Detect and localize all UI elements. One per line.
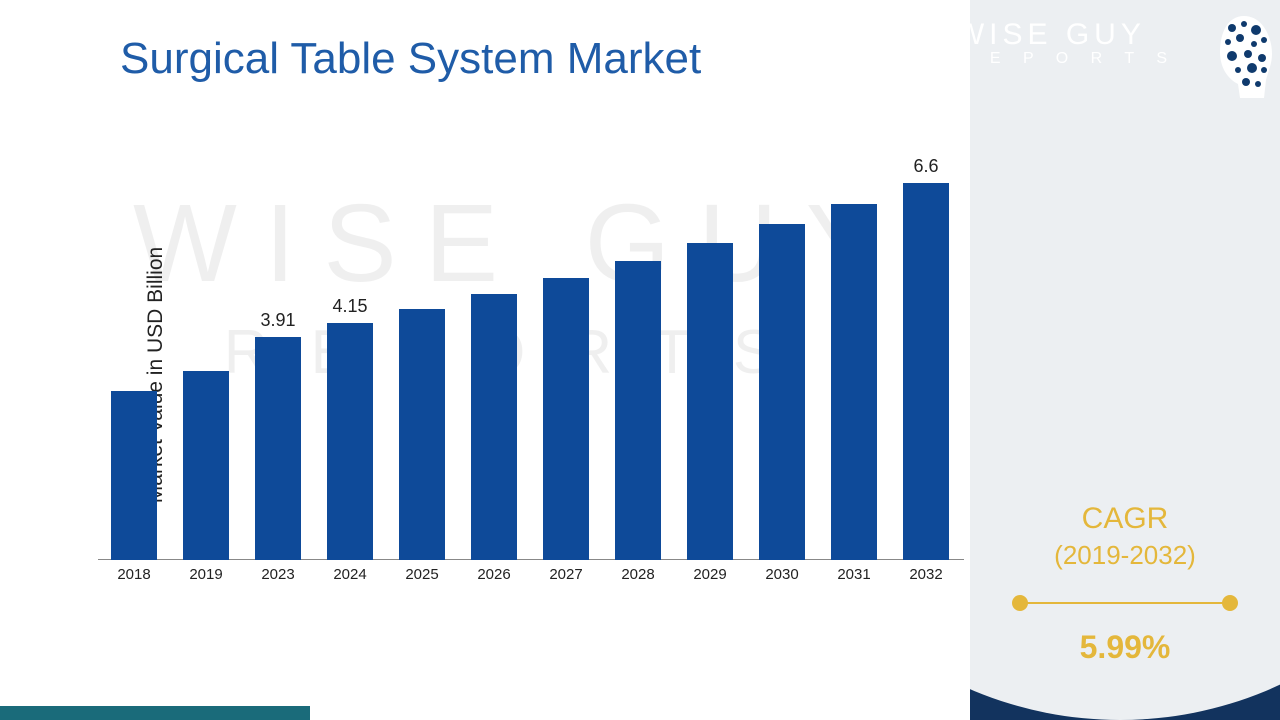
cagr-title: CAGR <box>970 502 1280 536</box>
x-labels: 2018 2019 2023 2024 2025 2026 2027 2028 2029 2030… <box>98 560 964 590</box>
cagr-value: 5.99% <box>970 629 1280 666</box>
bar-value-label: 3.91 <box>260 310 295 331</box>
logo-line-2: R E P O R T S <box>956 50 1176 68</box>
x-tick-label: 2028 <box>621 566 654 583</box>
bar <box>615 261 661 560</box>
bar <box>471 294 517 560</box>
x-tick-label: 2031 <box>837 566 870 583</box>
x-tick-label: 2025 <box>405 566 438 583</box>
bar <box>543 278 589 560</box>
bar-slot <box>170 160 242 560</box>
brand-logo: WISE GUY R E P O R T S <box>956 18 1176 68</box>
bar-slot <box>530 160 602 560</box>
plot-area: 3.91 4.15 6.6 <box>98 160 964 560</box>
bar-chart: Market Value in USD Billion 3.914.156.6 … <box>64 160 964 590</box>
cagr-range: (2019-2032) <box>970 540 1280 571</box>
cagr-block: CAGR (2019-2032) 5.99% <box>970 502 1280 666</box>
bar-slot <box>674 160 746 560</box>
x-tick-label: 2026 <box>477 566 510 583</box>
x-tick-label: 2019 <box>189 566 222 583</box>
x-tick-label: 2029 <box>693 566 726 583</box>
bar <box>255 337 301 560</box>
bars-container: 3.91 4.15 6.6 <box>98 160 964 560</box>
bar-slot: 6.6 <box>890 160 962 560</box>
bar-slot <box>98 160 170 560</box>
bar-slot <box>602 160 674 560</box>
bar <box>327 323 373 560</box>
bar <box>903 183 949 560</box>
bar <box>687 243 733 560</box>
x-tick-label: 2023 <box>261 566 294 583</box>
x-tick-label: 2030 <box>765 566 798 583</box>
bar-value-label: 6.6 <box>913 156 938 177</box>
x-tick-label: 2032 <box>909 566 942 583</box>
bar-slot: 3.91 <box>242 160 314 560</box>
bar-slot <box>458 160 530 560</box>
bar-slot <box>818 160 890 560</box>
bar <box>399 309 445 560</box>
x-tick-label: 2024 <box>333 566 366 583</box>
x-tick-label: 2027 <box>549 566 582 583</box>
bar <box>759 224 805 560</box>
chart-title: Surgical Table System Market <box>120 34 701 84</box>
x-tick-label: 2018 <box>117 566 150 583</box>
bar <box>831 204 877 560</box>
bar-slot <box>386 160 458 560</box>
bar-slot <box>746 160 818 560</box>
logo-line-1: WISE GUY <box>956 18 1176 52</box>
cagr-divider <box>1020 595 1230 611</box>
bar-slot: 4.15 <box>314 160 386 560</box>
logo-head-icon <box>1214 14 1274 100</box>
bar <box>183 371 229 560</box>
bar-value-label: 4.15 <box>332 296 367 317</box>
bar <box>111 391 157 560</box>
bottom-accent-bar <box>0 706 310 720</box>
